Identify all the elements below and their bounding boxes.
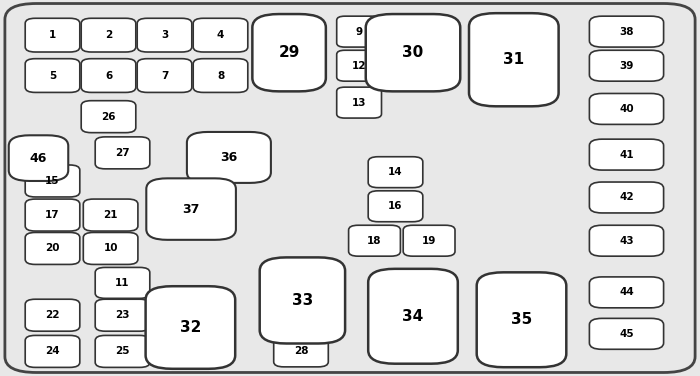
FancyBboxPatch shape (589, 94, 664, 124)
Text: 31: 31 (503, 52, 524, 67)
Text: 6: 6 (105, 71, 112, 80)
Text: 16: 16 (389, 201, 402, 211)
FancyBboxPatch shape (365, 14, 461, 91)
Text: 18: 18 (368, 236, 382, 246)
FancyBboxPatch shape (25, 165, 80, 197)
FancyBboxPatch shape (8, 135, 68, 181)
Text: 15: 15 (46, 176, 60, 186)
FancyBboxPatch shape (477, 272, 566, 367)
FancyBboxPatch shape (274, 336, 328, 367)
FancyBboxPatch shape (589, 182, 664, 213)
Text: 25: 25 (116, 346, 130, 356)
Text: 39: 39 (620, 61, 634, 71)
FancyBboxPatch shape (146, 286, 235, 369)
Text: 33: 33 (292, 293, 313, 308)
FancyBboxPatch shape (252, 14, 326, 91)
Text: 28: 28 (294, 346, 308, 356)
FancyBboxPatch shape (193, 59, 248, 92)
Text: 35: 35 (511, 312, 532, 327)
FancyBboxPatch shape (5, 3, 695, 373)
Text: 26: 26 (102, 112, 116, 122)
FancyBboxPatch shape (260, 258, 345, 344)
Text: 32: 32 (180, 320, 201, 335)
FancyBboxPatch shape (25, 335, 80, 367)
Text: 36: 36 (220, 151, 237, 164)
Text: 20: 20 (46, 243, 60, 253)
FancyBboxPatch shape (589, 16, 664, 47)
Text: 38: 38 (620, 27, 634, 36)
FancyBboxPatch shape (403, 225, 455, 256)
Text: 44: 44 (619, 287, 634, 297)
FancyBboxPatch shape (368, 269, 458, 364)
FancyBboxPatch shape (337, 50, 382, 81)
Text: 29: 29 (279, 45, 300, 60)
Text: 2: 2 (105, 30, 112, 40)
FancyBboxPatch shape (81, 18, 136, 52)
Text: 13: 13 (352, 98, 366, 108)
Text: 46: 46 (30, 152, 47, 165)
FancyBboxPatch shape (589, 277, 664, 308)
Text: 3: 3 (161, 30, 168, 40)
Text: 34: 34 (402, 309, 423, 324)
Text: 42: 42 (620, 193, 634, 203)
FancyBboxPatch shape (589, 225, 664, 256)
FancyBboxPatch shape (81, 101, 136, 133)
Text: 19: 19 (422, 236, 436, 246)
FancyBboxPatch shape (95, 335, 150, 367)
FancyBboxPatch shape (589, 318, 664, 349)
FancyBboxPatch shape (137, 18, 192, 52)
Text: 8: 8 (217, 71, 224, 80)
FancyBboxPatch shape (95, 137, 150, 169)
FancyBboxPatch shape (469, 13, 559, 106)
Text: 43: 43 (620, 236, 634, 246)
Text: 41: 41 (620, 150, 634, 160)
FancyBboxPatch shape (81, 59, 136, 92)
FancyBboxPatch shape (25, 18, 80, 52)
Text: 27: 27 (116, 148, 130, 158)
Text: 14: 14 (389, 167, 402, 177)
FancyBboxPatch shape (95, 267, 150, 298)
FancyBboxPatch shape (83, 232, 138, 264)
Text: 45: 45 (620, 329, 634, 339)
Text: 21: 21 (104, 210, 118, 220)
Text: 17: 17 (46, 210, 60, 220)
Text: 11: 11 (116, 278, 130, 288)
FancyBboxPatch shape (368, 157, 423, 188)
Text: 12: 12 (352, 61, 366, 71)
FancyBboxPatch shape (146, 178, 236, 240)
Text: 9: 9 (356, 27, 363, 36)
Text: 37: 37 (183, 203, 200, 215)
FancyBboxPatch shape (589, 50, 664, 81)
FancyBboxPatch shape (25, 199, 80, 231)
Text: 30: 30 (402, 45, 423, 60)
FancyBboxPatch shape (83, 199, 138, 231)
FancyBboxPatch shape (193, 18, 248, 52)
Text: 23: 23 (116, 310, 130, 320)
FancyBboxPatch shape (589, 139, 664, 170)
Text: 24: 24 (46, 346, 60, 356)
FancyBboxPatch shape (349, 225, 400, 256)
Text: 22: 22 (46, 310, 60, 320)
Text: 40: 40 (620, 104, 634, 114)
FancyBboxPatch shape (187, 132, 271, 183)
Text: 1: 1 (49, 30, 56, 40)
FancyBboxPatch shape (95, 299, 150, 331)
Text: 5: 5 (49, 71, 56, 80)
FancyBboxPatch shape (25, 232, 80, 264)
FancyBboxPatch shape (337, 16, 382, 47)
FancyBboxPatch shape (25, 59, 80, 92)
Text: 4: 4 (217, 30, 224, 40)
FancyBboxPatch shape (25, 299, 80, 331)
FancyBboxPatch shape (368, 191, 423, 222)
Text: 7: 7 (161, 71, 168, 80)
Text: 10: 10 (104, 243, 118, 253)
FancyBboxPatch shape (137, 59, 192, 92)
FancyBboxPatch shape (337, 87, 382, 118)
